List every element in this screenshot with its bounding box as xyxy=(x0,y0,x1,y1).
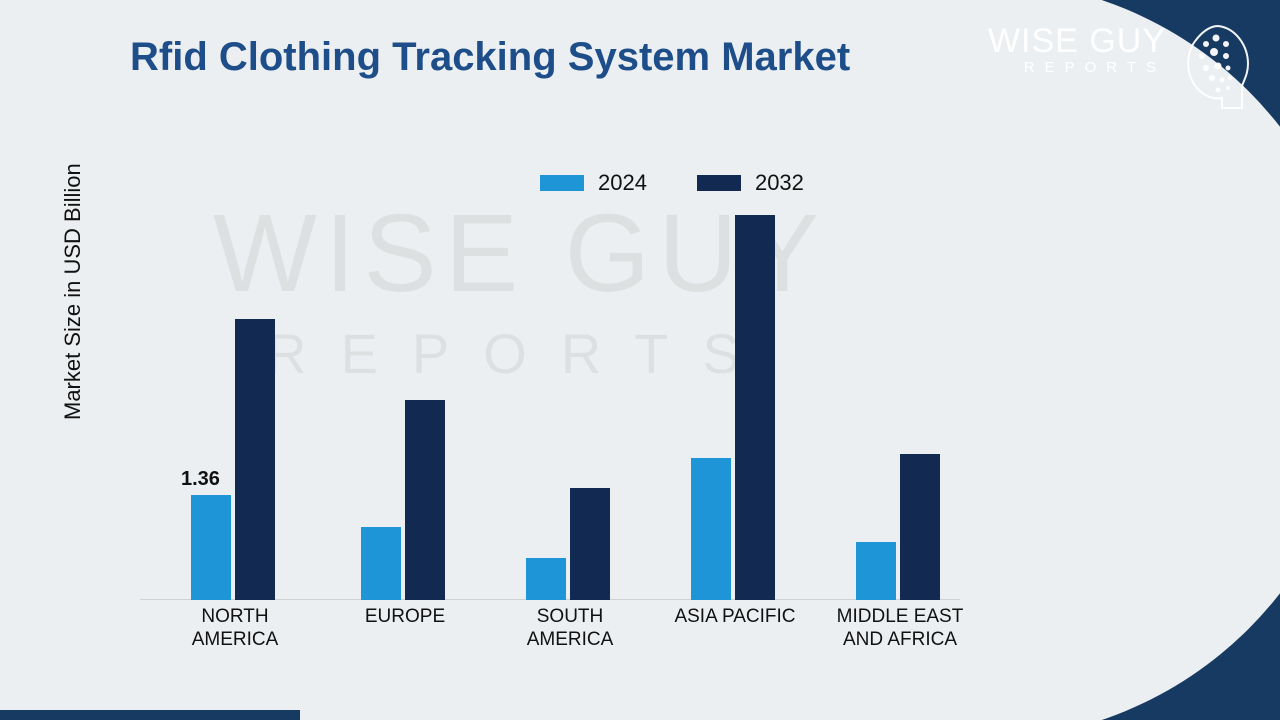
bar-2024 xyxy=(191,495,231,600)
category-label: MIDDLE EAST AND AFRICA xyxy=(830,606,970,652)
bar-2024 xyxy=(856,542,896,600)
legend-item-2032: 2032 xyxy=(697,170,804,196)
legend-swatch-2032 xyxy=(697,175,741,191)
y-axis-label: Market Size in USD Billion xyxy=(60,163,86,420)
bar-2032 xyxy=(405,400,445,600)
category-label: ASIA PACIFIC xyxy=(665,606,805,629)
bar-2032 xyxy=(570,488,610,600)
logo-text-reports: REPORTS xyxy=(988,59,1252,76)
bar-2024 xyxy=(361,527,401,600)
bar-2024 xyxy=(691,458,731,600)
bar-2032 xyxy=(900,454,940,600)
category-label: NORTH AMERICA xyxy=(165,606,305,652)
legend: 2024 2032 xyxy=(540,170,804,196)
bar-2032 xyxy=(735,215,775,600)
legend-label-2032: 2032 xyxy=(755,170,804,196)
category-label: SOUTH AMERICA xyxy=(500,606,640,652)
page: WISE GUY REPORTS Rfid Clothing Tracking … xyxy=(0,0,1280,720)
brand-logo: WISE GUY REPORTS xyxy=(988,22,1252,76)
category-label: EUROPE xyxy=(335,606,475,629)
legend-swatch-2024 xyxy=(540,175,584,191)
bar-2024 xyxy=(526,558,566,600)
bottom-accent-bar xyxy=(0,710,300,720)
logo-text-guy: GUY xyxy=(1089,22,1166,60)
bar-value-label: 1.36 xyxy=(181,468,220,491)
plot-area: 1.36NORTH AMERICAEUROPESOUTH AMERICAASIA… xyxy=(140,200,960,600)
chart-title: Rfid Clothing Tracking System Market xyxy=(130,34,890,80)
bar-2032 xyxy=(235,319,275,600)
bar-chart: Market Size in USD Billion 2024 2032 1.3… xyxy=(70,170,970,680)
legend-label-2024: 2024 xyxy=(598,170,647,196)
legend-item-2024: 2024 xyxy=(540,170,647,196)
logo-text-wise: WISE xyxy=(988,22,1079,60)
